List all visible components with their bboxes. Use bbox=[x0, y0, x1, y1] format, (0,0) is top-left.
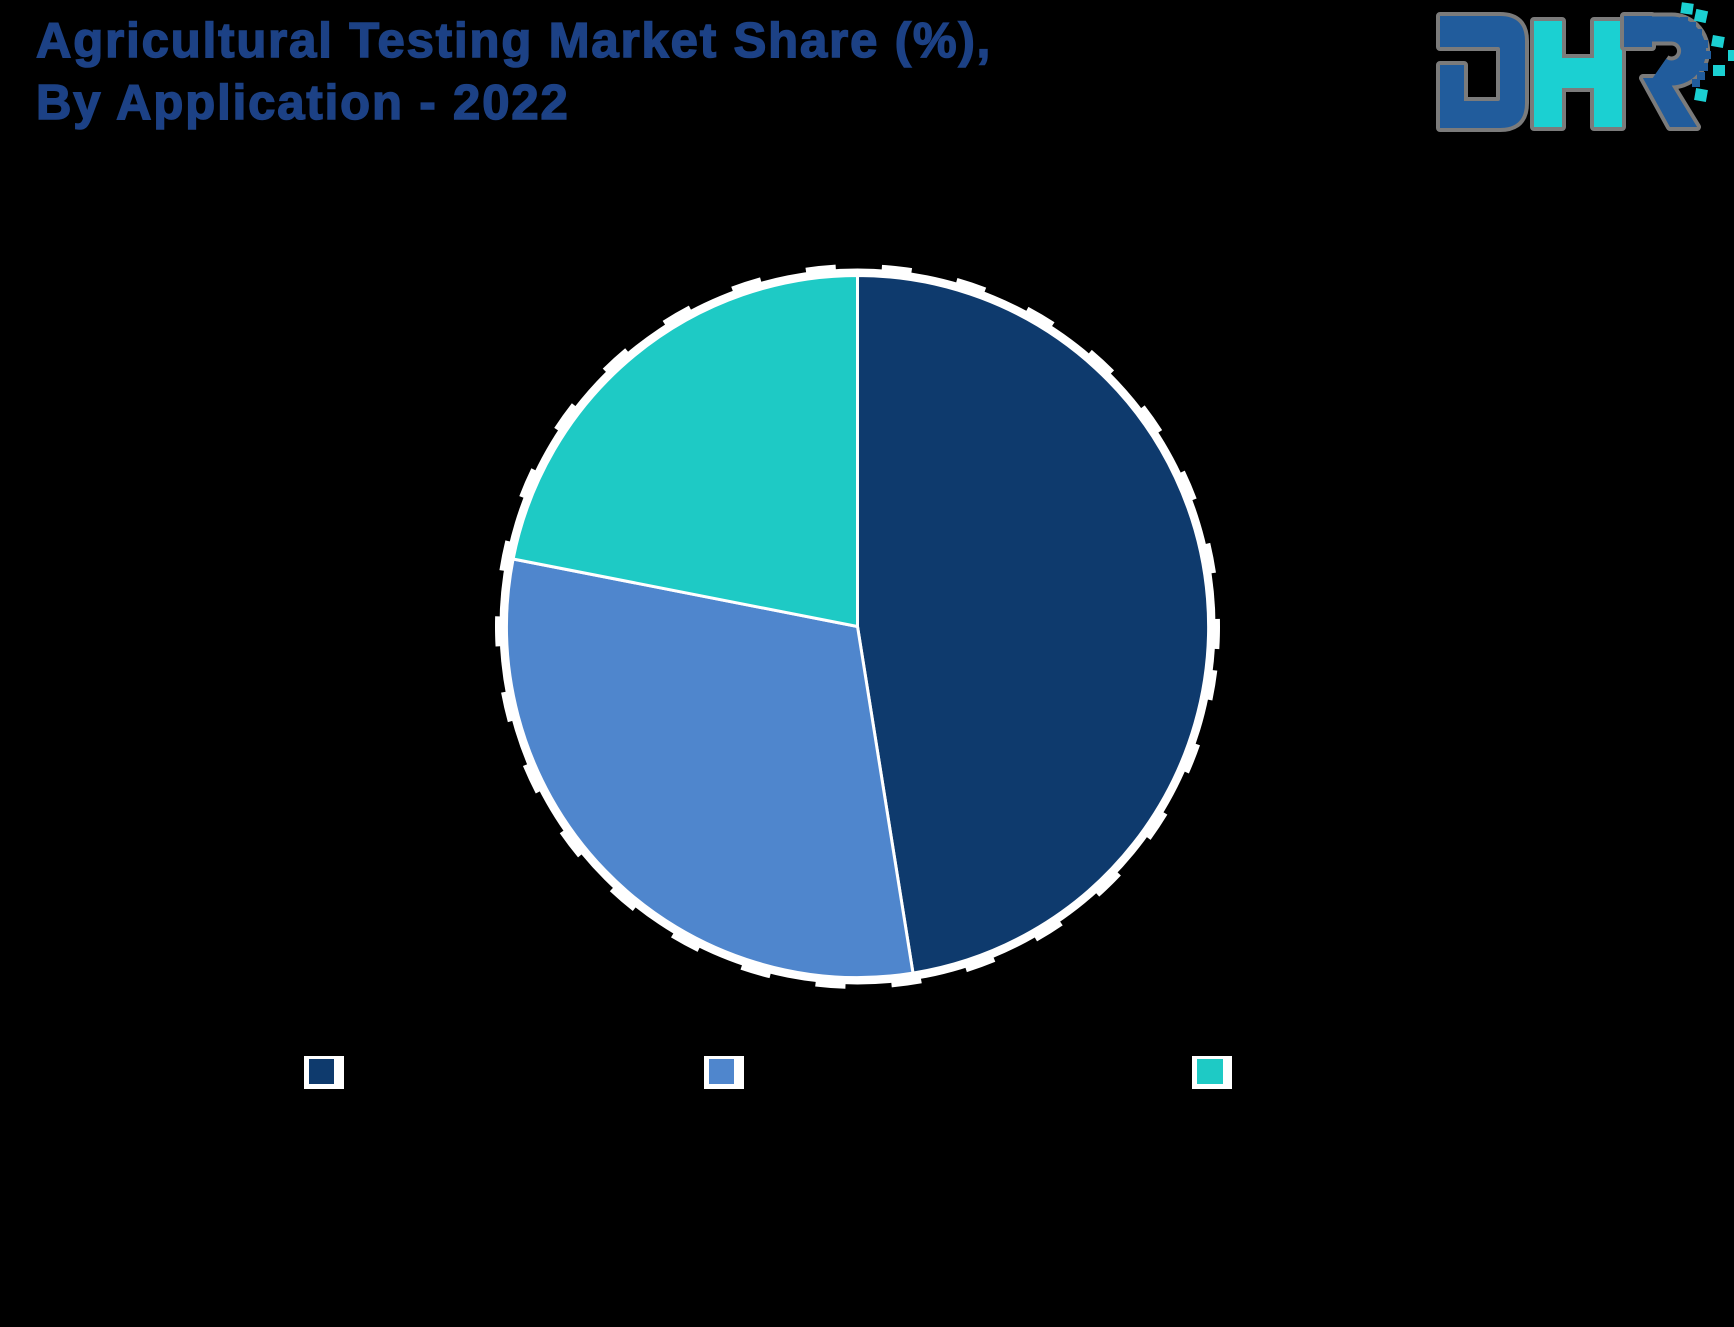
svg-text:By Application - 2022: By Application - 2022 bbox=[36, 76, 570, 130]
svg-text:Agricultural Testing Market Sh: Agricultural Testing Market Share (%), bbox=[36, 14, 992, 68]
svg-text:Soil: Soil bbox=[356, 1056, 406, 1089]
svg-text:Water: Water bbox=[756, 1056, 835, 1089]
svg-text:Seed: Seed bbox=[1244, 1056, 1314, 1089]
